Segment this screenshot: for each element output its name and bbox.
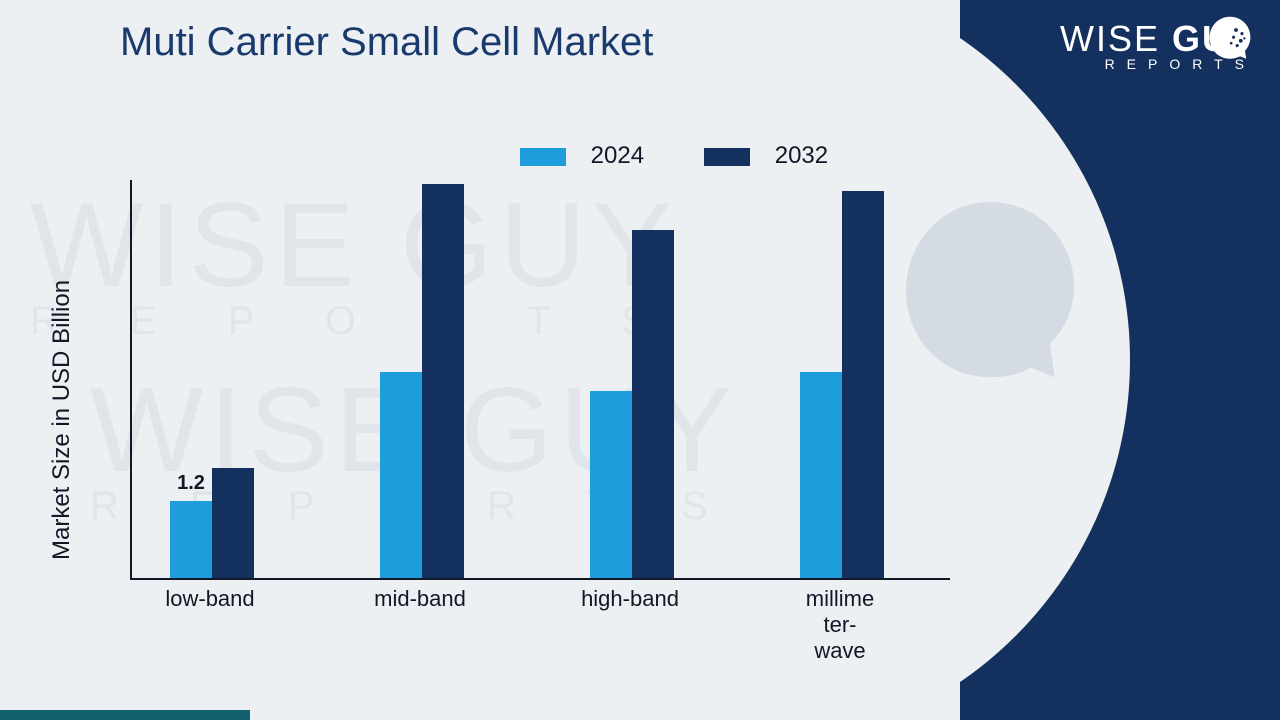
x-tick-label: millime ter- wave (770, 586, 910, 664)
footer-accent-bar (0, 710, 250, 720)
legend-item-2024: 2024 (520, 142, 644, 170)
bar-2032-3 (842, 191, 884, 578)
bar-2032-1 (422, 184, 464, 578)
bar-2024-0 (170, 501, 212, 578)
bar-2032-0 (212, 468, 254, 578)
legend-label-2032: 2032 (775, 142, 828, 169)
x-tick-label: mid-band (350, 586, 490, 612)
chart-plot-area: 1.2 (130, 180, 950, 580)
legend-item-2032: 2032 (704, 142, 828, 170)
bar-2024-2 (590, 391, 632, 578)
y-axis-label: Market Size in USD Billion (48, 280, 76, 560)
brand-logo: WISE GUY REPORTS (1060, 18, 1256, 72)
legend-swatch-2032 (704, 148, 750, 166)
chart-title: Muti Carrier Small Cell Market (120, 20, 653, 65)
bar-2024-1 (380, 372, 422, 578)
x-tick-label: high-band (560, 586, 700, 612)
x-tick-label: low-band (140, 586, 280, 612)
bar-2024-3 (800, 372, 842, 578)
bar-2032-2 (632, 230, 674, 578)
legend-label-2024: 2024 (591, 142, 644, 169)
legend-swatch-2024 (520, 148, 566, 166)
legend: 2024 2032 (520, 142, 828, 170)
